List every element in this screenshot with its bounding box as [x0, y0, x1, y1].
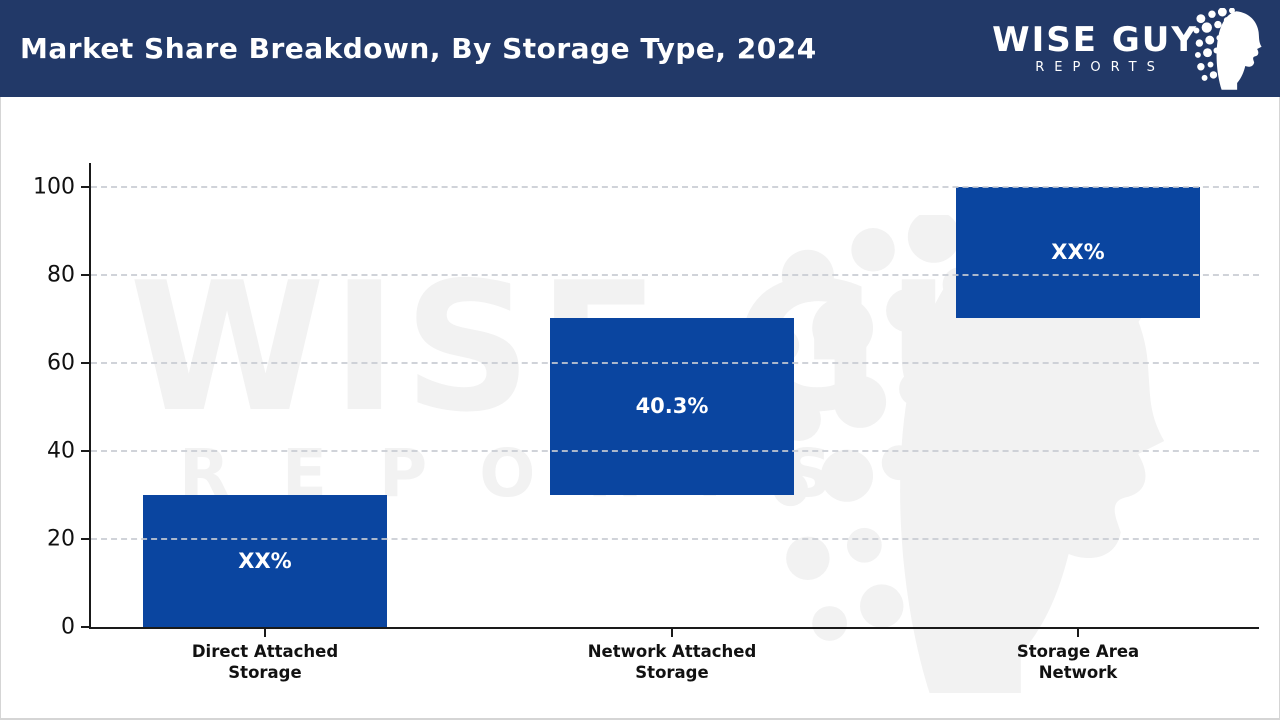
- gridline-20: [91, 538, 1259, 540]
- chart-area: WISE GUY REPORTS XX% 40.3% XX% 0 20 40 60 80 100…: [0, 97, 1280, 720]
- brand-logo: WISE GUY REPORTS: [992, 7, 1266, 90]
- gridline-60: [91, 362, 1259, 364]
- y-tick-label-100: 100: [33, 174, 75, 200]
- bar-network-attached-storage: 40.3%: [550, 317, 794, 495]
- y-tick-mark-100: [81, 186, 89, 188]
- x-category-label-storage-area-network: Storage Area Network: [1016, 642, 1140, 683]
- y-tick-label-60: 60: [47, 350, 75, 376]
- y-tick-mark-40: [81, 450, 89, 452]
- y-tick-mark-0: [81, 626, 89, 628]
- bar-storage-area-network: XX%: [956, 187, 1200, 318]
- bar-value-label: 40.3%: [635, 394, 709, 419]
- y-tick-mark-60: [81, 362, 89, 364]
- logo-subtext: REPORTS: [1035, 60, 1165, 75]
- y-tick-mark-80: [81, 274, 89, 276]
- x-axis-line: [89, 627, 1259, 629]
- y-tick-mark-20: [81, 538, 89, 540]
- x-tick-mark-2: [671, 629, 673, 637]
- y-tick-label-80: 80: [47, 262, 75, 288]
- chart-title: Market Share Breakdown, By Storage Type,…: [20, 32, 817, 65]
- logo-face-icon: [1193, 7, 1262, 90]
- bar-direct-attached-storage: XX%: [143, 495, 387, 627]
- bar-value-label: XX%: [238, 549, 292, 573]
- bar-value-label: XX%: [1051, 240, 1105, 265]
- y-tick-label-40: 40: [47, 438, 75, 464]
- gridline-40: [91, 450, 1259, 452]
- y-axis-line: [89, 163, 91, 629]
- y-tick-label-0: 0: [61, 614, 75, 640]
- logo-wordmark: WISE GUY: [992, 20, 1198, 60]
- gridline-80: [91, 274, 1259, 276]
- logo-wordmark-block: WISE GUY REPORTS: [992, 23, 1198, 74]
- x-tick-mark-1: [264, 629, 266, 637]
- x-category-label-direct-attached-storage: Direct Attached Storage: [191, 642, 339, 683]
- y-tick-label-20: 20: [47, 526, 75, 552]
- header-bar: Market Share Breakdown, By Storage Type,…: [0, 0, 1280, 97]
- x-tick-mark-3: [1077, 629, 1079, 637]
- x-category-label-network-attached-storage: Network Attached Storage: [587, 642, 757, 683]
- gridline-100: [91, 186, 1259, 188]
